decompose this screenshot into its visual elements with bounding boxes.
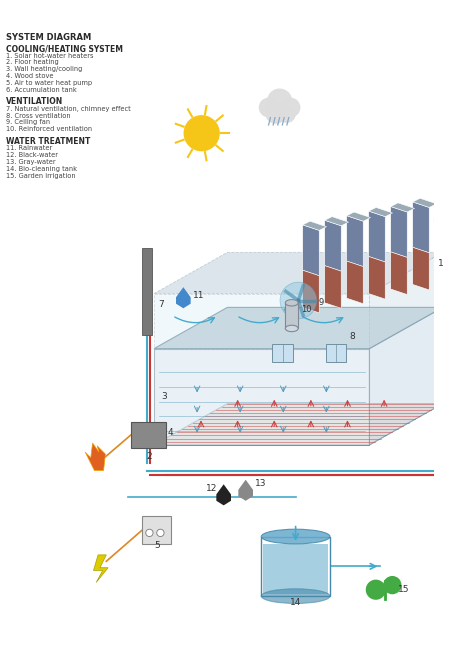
- Text: 15. Garden irrigation: 15. Garden irrigation: [7, 173, 76, 179]
- Text: 12: 12: [206, 484, 218, 493]
- Ellipse shape: [285, 299, 298, 306]
- Polygon shape: [369, 252, 443, 349]
- Polygon shape: [94, 555, 108, 582]
- Polygon shape: [325, 217, 349, 226]
- Text: 11. Rainwater: 11. Rainwater: [7, 145, 53, 151]
- Text: 9: 9: [318, 298, 324, 307]
- Polygon shape: [455, 496, 473, 558]
- Text: VENTILATION: VENTILATION: [7, 97, 64, 107]
- Polygon shape: [391, 252, 407, 295]
- Polygon shape: [347, 215, 363, 267]
- Text: 10. Reinforced ventilation: 10. Reinforced ventilation: [7, 126, 93, 132]
- Circle shape: [279, 105, 295, 122]
- Text: 3. Wall heating/cooling: 3. Wall heating/cooling: [7, 66, 83, 72]
- Polygon shape: [154, 293, 369, 349]
- Bar: [142, 516, 171, 544]
- Polygon shape: [303, 221, 326, 230]
- Circle shape: [383, 576, 402, 594]
- Text: 9. Ceiling fan: 9. Ceiling fan: [7, 119, 51, 125]
- Polygon shape: [325, 220, 341, 271]
- Polygon shape: [303, 270, 319, 313]
- Polygon shape: [347, 261, 363, 303]
- Circle shape: [259, 98, 278, 117]
- Polygon shape: [154, 404, 443, 445]
- Circle shape: [157, 529, 164, 536]
- Text: 14. Bio-cleaning tank: 14. Bio-cleaning tank: [7, 166, 78, 171]
- Polygon shape: [369, 211, 385, 262]
- Polygon shape: [369, 207, 393, 217]
- Polygon shape: [238, 480, 253, 501]
- Text: 1: 1: [438, 259, 443, 268]
- Text: 4: 4: [168, 428, 174, 437]
- Text: 13: 13: [255, 479, 266, 488]
- Polygon shape: [154, 349, 369, 445]
- Text: 7: 7: [158, 300, 164, 309]
- Circle shape: [266, 103, 286, 123]
- Text: 12. Black-water: 12. Black-water: [7, 152, 59, 158]
- Circle shape: [366, 580, 386, 600]
- Text: 14: 14: [290, 598, 301, 607]
- Text: 4. Wood stove: 4. Wood stove: [7, 73, 54, 79]
- Text: 15: 15: [398, 584, 409, 594]
- Text: 8. Cross ventilation: 8. Cross ventilation: [7, 113, 71, 119]
- Circle shape: [268, 89, 291, 113]
- Polygon shape: [154, 252, 443, 293]
- Polygon shape: [369, 307, 443, 445]
- Polygon shape: [303, 225, 319, 275]
- Bar: [131, 422, 166, 448]
- Polygon shape: [455, 522, 473, 558]
- Ellipse shape: [455, 489, 473, 502]
- Polygon shape: [347, 212, 370, 221]
- Ellipse shape: [261, 529, 330, 544]
- Text: COOLING/HEATING SYSTEM: COOLING/HEATING SYSTEM: [7, 44, 123, 53]
- Bar: [285, 303, 298, 328]
- Ellipse shape: [285, 325, 298, 331]
- Ellipse shape: [455, 551, 473, 564]
- Text: 3: 3: [161, 392, 167, 401]
- Polygon shape: [413, 202, 429, 253]
- Ellipse shape: [261, 589, 330, 604]
- Text: 13. Gray-water: 13. Gray-water: [7, 159, 56, 165]
- Text: WATER TREATMENT: WATER TREATMENT: [7, 137, 91, 146]
- Text: 5. Air to water heat pump: 5. Air to water heat pump: [7, 80, 93, 86]
- Text: 1. Solar hot-water heaters: 1. Solar hot-water heaters: [7, 53, 94, 59]
- Bar: [326, 344, 347, 362]
- Bar: [141, 248, 152, 335]
- Circle shape: [281, 98, 300, 117]
- Polygon shape: [85, 443, 105, 470]
- Text: 7. Natural ventilation, chimney effect: 7. Natural ventilation, chimney effect: [7, 105, 131, 111]
- Polygon shape: [455, 496, 473, 522]
- Polygon shape: [391, 203, 414, 212]
- Circle shape: [146, 529, 153, 536]
- Polygon shape: [263, 544, 328, 594]
- Circle shape: [280, 282, 317, 319]
- Text: SYSTEM DIAGRAM: SYSTEM DIAGRAM: [7, 33, 92, 42]
- Text: 6. Accumulation tank: 6. Accumulation tank: [7, 87, 77, 93]
- Circle shape: [184, 116, 219, 151]
- Polygon shape: [391, 207, 407, 257]
- Polygon shape: [413, 198, 437, 207]
- Polygon shape: [261, 536, 330, 596]
- Polygon shape: [154, 307, 443, 349]
- Polygon shape: [176, 287, 191, 308]
- Polygon shape: [216, 484, 231, 506]
- Text: 11: 11: [193, 291, 204, 300]
- Polygon shape: [413, 247, 429, 290]
- Text: 2: 2: [147, 452, 152, 461]
- Bar: [272, 344, 293, 362]
- Text: 2. Floor heating: 2. Floor heating: [7, 59, 59, 65]
- Text: 5: 5: [154, 542, 159, 550]
- Text: 8: 8: [349, 332, 355, 342]
- Text: 10: 10: [301, 305, 311, 314]
- Polygon shape: [325, 265, 341, 308]
- Polygon shape: [369, 257, 385, 299]
